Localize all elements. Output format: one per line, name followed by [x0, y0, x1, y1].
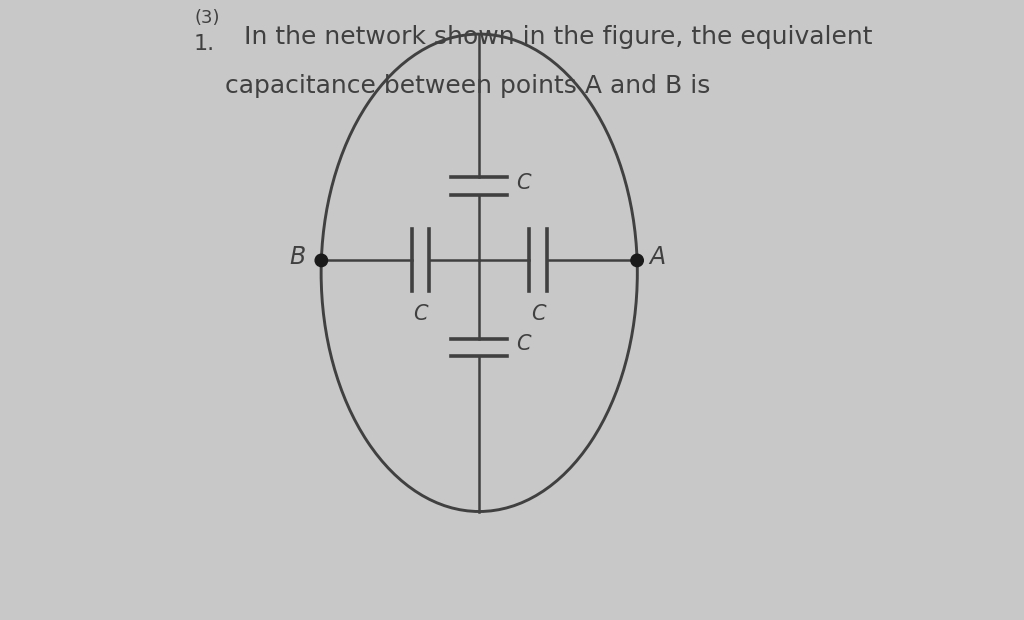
- Circle shape: [315, 254, 328, 267]
- Text: capacitance between points A and B is: capacitance between points A and B is: [225, 74, 711, 99]
- Text: C: C: [516, 334, 531, 354]
- Text: A: A: [649, 246, 666, 269]
- Circle shape: [631, 254, 643, 267]
- Text: C: C: [413, 304, 428, 324]
- Text: C: C: [516, 173, 531, 193]
- Text: B: B: [290, 246, 306, 269]
- Text: 1.: 1.: [194, 34, 215, 54]
- Text: In the network shown in the figure, the equivalent: In the network shown in the figure, the …: [244, 25, 872, 49]
- Text: (3): (3): [194, 9, 219, 27]
- Text: C: C: [530, 304, 546, 324]
